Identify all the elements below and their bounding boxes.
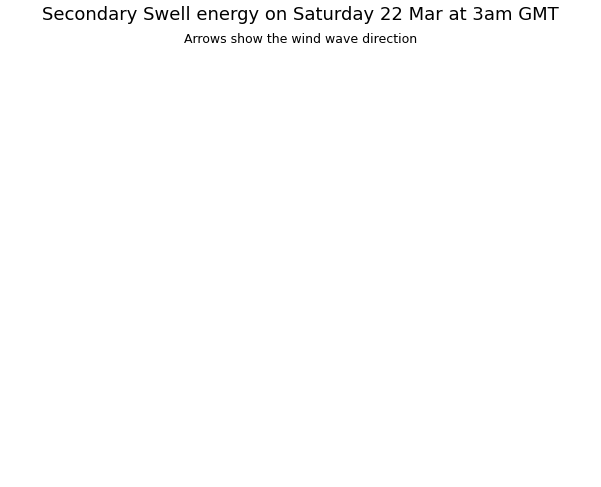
Text: Secondary Swell energy on Saturday 22 Mar at 3am GMT: Secondary Swell energy on Saturday 22 Ma… (42, 6, 559, 24)
Text: Arrows show the wind wave direction: Arrows show the wind wave direction (184, 34, 417, 46)
